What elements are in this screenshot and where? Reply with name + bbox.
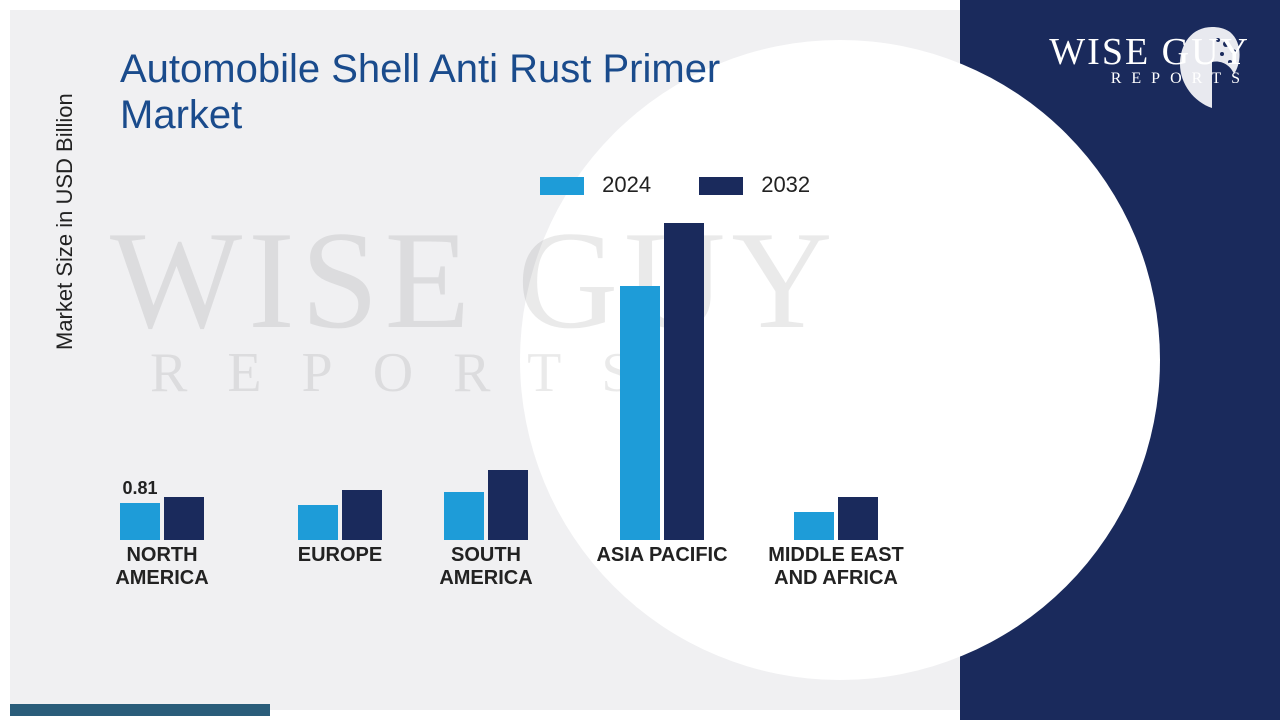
- bar: [620, 286, 660, 540]
- category-label: ASIA PACIFIC: [592, 544, 732, 567]
- category-label: EUROPE: [270, 544, 410, 567]
- legend-item: 2024: [540, 172, 651, 198]
- legend-label: 2024: [602, 172, 651, 197]
- bar: [664, 223, 704, 540]
- chart-title: Automobile Shell Anti Rust Primer Market: [120, 46, 840, 138]
- plot-area: 0.81: [100, 200, 970, 540]
- legend-label: 2032: [761, 172, 810, 197]
- brand-logo: WISE GUY REPORTS: [1049, 30, 1250, 88]
- y-axis-label: Market Size in USD Billion: [52, 93, 78, 350]
- bar: [120, 503, 160, 540]
- value-label: 0.81: [115, 478, 165, 499]
- bar: [342, 490, 382, 540]
- bar: [794, 512, 834, 540]
- bar: [444, 492, 484, 540]
- footer-accent: [10, 704, 270, 716]
- bar: [298, 505, 338, 540]
- legend-swatch: [699, 177, 743, 195]
- bar: [488, 470, 528, 540]
- legend-swatch: [540, 177, 584, 195]
- bar: [164, 497, 204, 540]
- category-label: MIDDLE EAST AND AFRICA: [766, 544, 906, 590]
- category-labels: NORTH AMERICAEUROPESOUTH AMERICAASIA PAC…: [100, 544, 970, 664]
- category-label: NORTH AMERICA: [92, 544, 232, 590]
- legend-item: 2032: [699, 172, 810, 198]
- legend: 2024 2032: [540, 172, 810, 198]
- category-label: SOUTH AMERICA: [416, 544, 556, 590]
- bar: [838, 497, 878, 540]
